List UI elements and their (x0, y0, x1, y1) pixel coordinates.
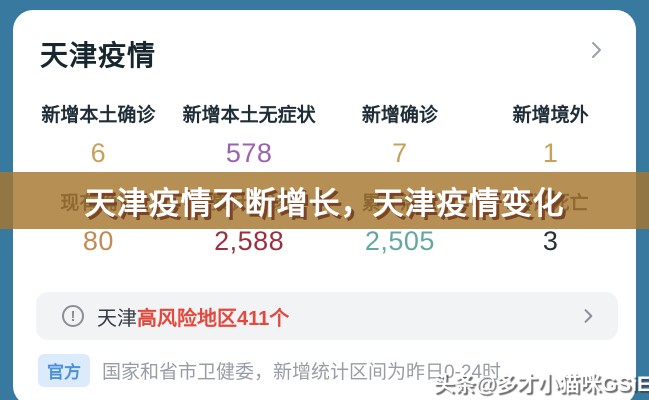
stat-value: 2,588 (214, 226, 285, 256)
stat-value: 7 (392, 138, 408, 168)
stat-value: 3 (542, 226, 559, 256)
stat-new-imported: 新增境外 1 (475, 100, 626, 169)
stat-value: 6 (90, 138, 107, 168)
data-source-line: 官方 国家和省市卫健委，新增统计区间为昨日0-24时 (38, 354, 626, 387)
high-risk-area-banner[interactable]: ! 天津高风险地区411个 (36, 292, 618, 340)
stat-value: 80 (82, 226, 114, 256)
card-header[interactable]: 天津疫情 (40, 34, 616, 74)
risk-banner-text: 天津高风险地区411个 (97, 302, 289, 331)
stat-label: 新增本土确诊 (41, 105, 156, 126)
chevron-right-icon[interactable] (584, 38, 608, 62)
stat-value: 2,505 (364, 226, 435, 256)
stat-value: 1 (542, 138, 559, 168)
risk-count-label: 高风险地区411个 (137, 307, 290, 330)
page-title: 天津疫情 (40, 40, 157, 71)
headline-text: 天津疫情不断增长，天津疫情变化 (84, 186, 565, 221)
stat-new-local-confirmed: 新增本土确诊 6 (23, 100, 174, 169)
risk-city-label: 天津 (97, 307, 137, 330)
data-source-text: 国家和省市卫健委，新增统计区间为昨日0-24时 (102, 362, 502, 383)
info-icon: ! (62, 305, 84, 327)
stats-row-new-cases: 新增本土确诊 6 新增本土无症状 578 新增确诊 7 新增境外 1 (23, 100, 626, 169)
watermark-text: 头条@多才小猫咪GSiE (433, 373, 649, 396)
stat-label: 新增境外 (512, 105, 589, 126)
stat-new-confirmed: 新增确诊 7 (325, 100, 476, 169)
stat-value: 578 (225, 138, 273, 168)
stat-label: 新增本土无症状 (182, 105, 316, 126)
stat-new-local-asymptomatic: 新增本土无症状 578 (174, 100, 325, 169)
stat-label: 新增确诊 (361, 105, 438, 126)
chevron-right-icon[interactable] (578, 306, 598, 326)
official-badge: 官方 (38, 354, 90, 387)
headline-overlay: 天津疫情不断增长，天津疫情变化 (0, 172, 649, 229)
